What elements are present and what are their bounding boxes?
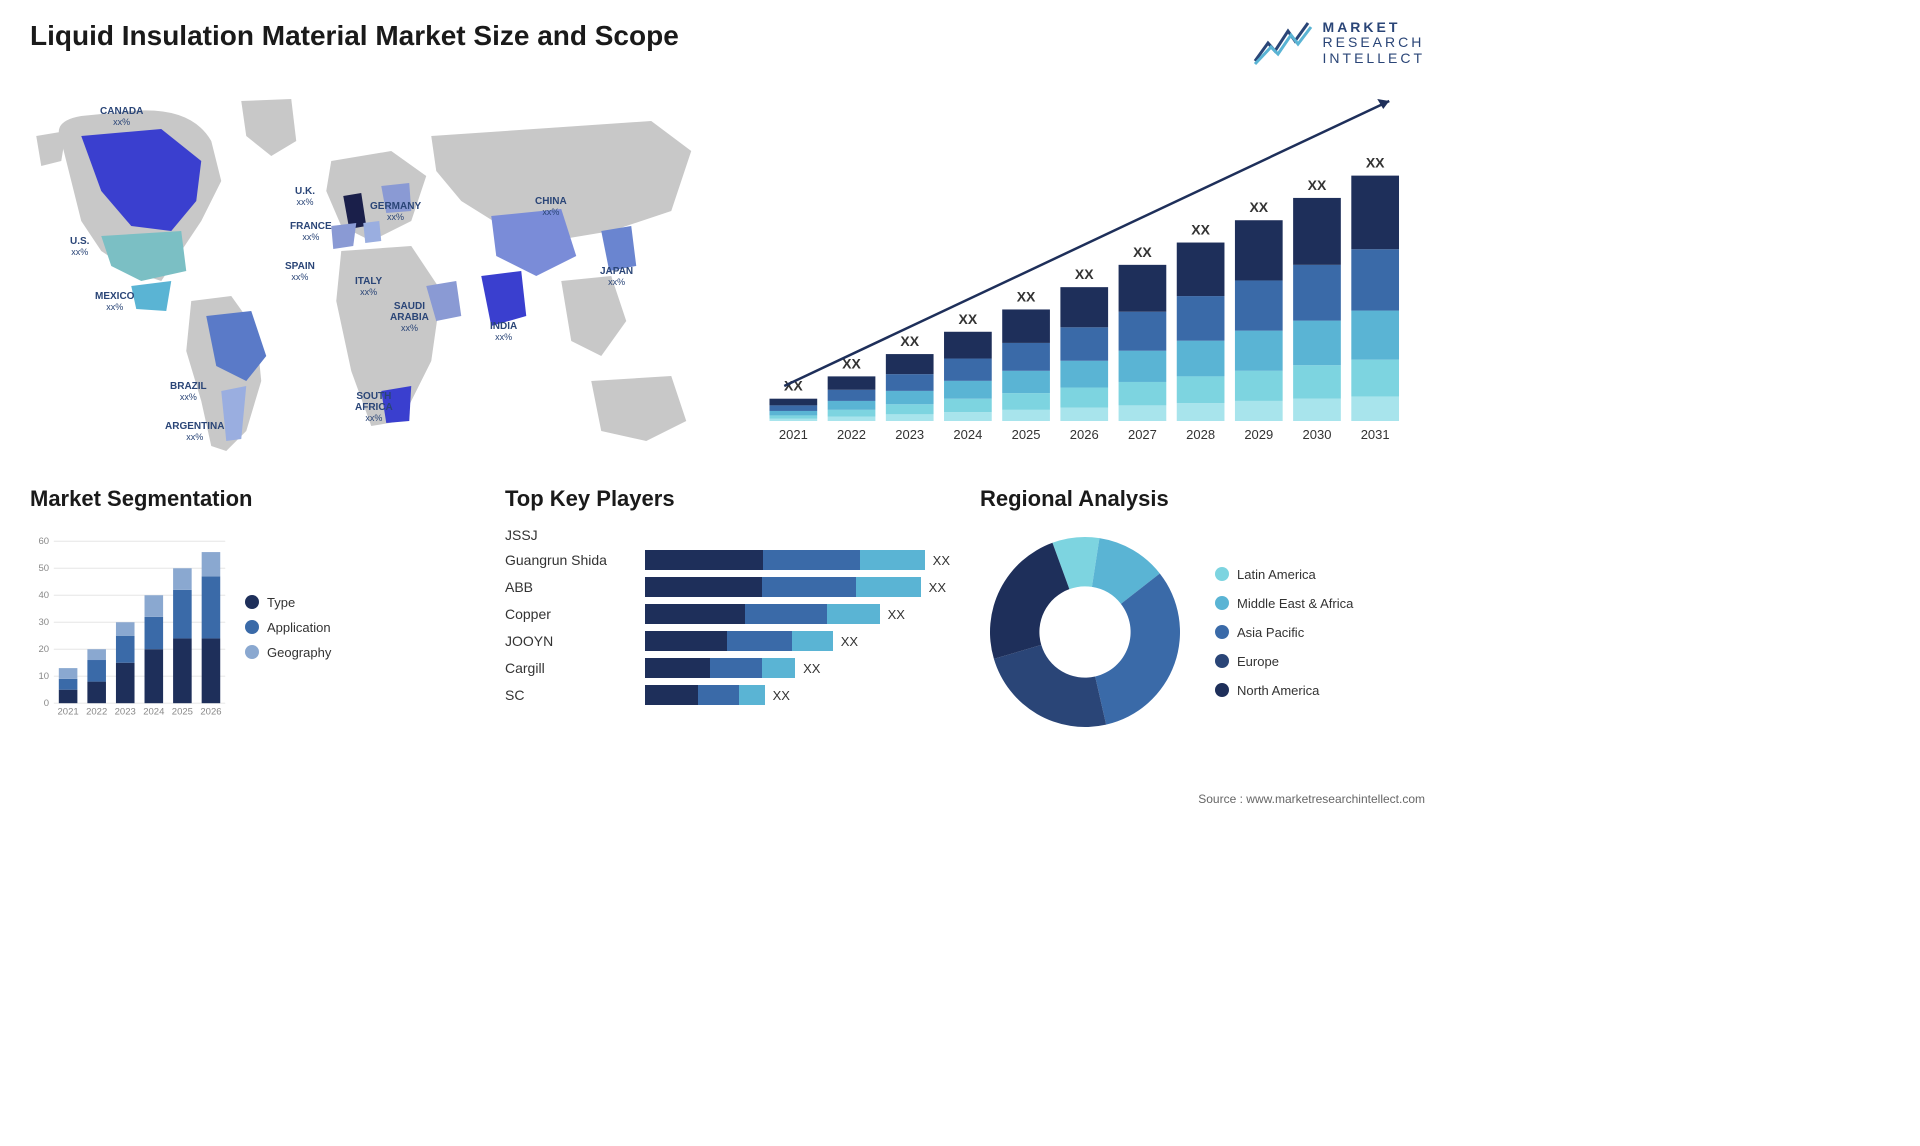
svg-text:XX: XX (1365, 155, 1384, 171)
map-label: MEXICOxx% (95, 291, 134, 313)
world-map: CANADAxx% U.S.xx% MEXICOxx% BRAZILxx% ARGENT… (30, 81, 713, 461)
players-title: Top Key Players (505, 486, 950, 512)
map-label: CANADAxx% (100, 106, 143, 128)
growth-chart: XXXXXXXXXXXXXXXXXXXXXX 20212022202320242… (743, 81, 1426, 461)
svg-text:2026: 2026 (1069, 427, 1098, 442)
svg-text:2031: 2031 (1360, 427, 1389, 442)
map-label: INDIAxx% (490, 321, 517, 343)
map-label: SOUTHAFRICAxx% (355, 391, 393, 424)
svg-text:40: 40 (38, 590, 49, 601)
segmentation-chart: 0 10 20 30 40 50 60 2021 2022 2023 2024 2025 2026 (30, 527, 230, 727)
header: Liquid Insulation Material Market Size a… (30, 20, 1425, 66)
map-label: FRANCExx% (290, 221, 332, 243)
svg-text:2022: 2022 (86, 707, 107, 718)
svg-text:XX: XX (1191, 222, 1210, 238)
svg-text:2021: 2021 (778, 427, 807, 442)
svg-text:2027: 2027 (1127, 427, 1156, 442)
bottom-section: Market Segmentation 0 10 20 30 40 50 60 2021 202… (30, 486, 1425, 737)
players-panel: Top Key Players JSSJ Guangrun Shida XX AB… (505, 486, 950, 737)
segmentation-panel: Market Segmentation 0 10 20 30 40 50 60 2021 202… (30, 486, 475, 737)
map-label: BRAZILxx% (170, 381, 207, 403)
segmentation-svg: 0 10 20 30 40 50 60 2021 2022 2023 2024 2025 2026 (30, 527, 230, 727)
svg-text:20: 20 (38, 644, 49, 655)
segmentation-title: Market Segmentation (30, 486, 475, 512)
regional-panel: Regional Analysis Latin America Middle Ea… (980, 486, 1425, 737)
svg-text:2025: 2025 (1011, 427, 1040, 442)
svg-text:XX: XX (1074, 266, 1093, 282)
map-label: U.S.xx% (70, 236, 89, 258)
legend-item: Middle East & Africa (1215, 596, 1353, 611)
svg-text:2025: 2025 (172, 707, 193, 718)
svg-text:2021: 2021 (58, 707, 79, 718)
map-label: JAPANxx% (600, 266, 633, 288)
svg-text:XX: XX (900, 333, 919, 349)
svg-text:XX: XX (1133, 244, 1152, 260)
legend-item: Latin America (1215, 567, 1353, 582)
map-label: ARGENTINAxx% (165, 421, 224, 443)
player-row: ABB XX (505, 577, 950, 597)
logo-icon (1253, 21, 1313, 66)
svg-text:2024: 2024 (953, 427, 982, 442)
player-row: Cargill XX (505, 658, 950, 678)
svg-text:60: 60 (38, 536, 49, 547)
svg-text:2023: 2023 (895, 427, 924, 442)
legend-item: Application (245, 620, 331, 635)
map-label: SAUDIARABIAxx% (390, 301, 429, 334)
svg-text:XX: XX (1016, 289, 1035, 305)
svg-text:XX: XX (1307, 177, 1326, 193)
donut-chart (980, 527, 1190, 737)
logo: MARKET RESEARCH INTELLECT (1253, 20, 1425, 66)
svg-text:50: 50 (38, 563, 49, 574)
player-row: Guangrun Shida XX (505, 550, 950, 570)
svg-text:XX: XX (958, 311, 977, 327)
svg-text:10: 10 (38, 671, 49, 682)
map-label: GERMANYxx% (370, 201, 421, 223)
svg-text:2030: 2030 (1302, 427, 1331, 442)
svg-text:2028: 2028 (1186, 427, 1215, 442)
map-label: ITALYxx% (355, 276, 382, 298)
svg-text:2022: 2022 (837, 427, 866, 442)
regional-title: Regional Analysis (980, 486, 1425, 512)
map-label: U.K.xx% (295, 186, 315, 208)
growth-chart-svg: XXXXXXXXXXXXXXXXXXXXXX 20212022202320242… (743, 81, 1426, 461)
page-title: Liquid Insulation Material Market Size a… (30, 20, 679, 52)
logo-text: MARKET RESEARCH INTELLECT (1323, 20, 1425, 66)
svg-text:2026: 2026 (200, 707, 221, 718)
legend-item: Type (245, 595, 331, 610)
legend-item: Asia Pacific (1215, 625, 1353, 640)
legend-item: Europe (1215, 654, 1353, 669)
source-text: Source : www.marketresearchintellect.com (1198, 792, 1425, 806)
svg-text:2023: 2023 (115, 707, 136, 718)
map-label: SPAINxx% (285, 261, 315, 283)
regional-legend: Latin America Middle East & Africa Asia Pa… (1215, 567, 1353, 698)
map-label: CHINAxx% (535, 196, 567, 218)
player-row: Copper XX (505, 604, 950, 624)
player-row: JSSJ (505, 527, 950, 543)
svg-text:0: 0 (44, 698, 49, 709)
player-row: JOOYN XX (505, 631, 950, 651)
top-section: CANADAxx% U.S.xx% MEXICOxx% BRAZILxx% ARGENT… (30, 81, 1425, 461)
svg-text:2029: 2029 (1244, 427, 1273, 442)
svg-text:2024: 2024 (143, 707, 165, 718)
player-row: SC XX (505, 685, 950, 705)
legend-item: North America (1215, 683, 1353, 698)
svg-text:30: 30 (38, 617, 49, 628)
svg-text:XX: XX (1249, 199, 1268, 215)
segmentation-legend: Type Application Geography (245, 527, 331, 727)
players-list: JSSJ Guangrun Shida XX ABB XX Copper XX J… (505, 527, 950, 705)
legend-item: Geography (245, 645, 331, 660)
donut-svg (980, 527, 1190, 737)
